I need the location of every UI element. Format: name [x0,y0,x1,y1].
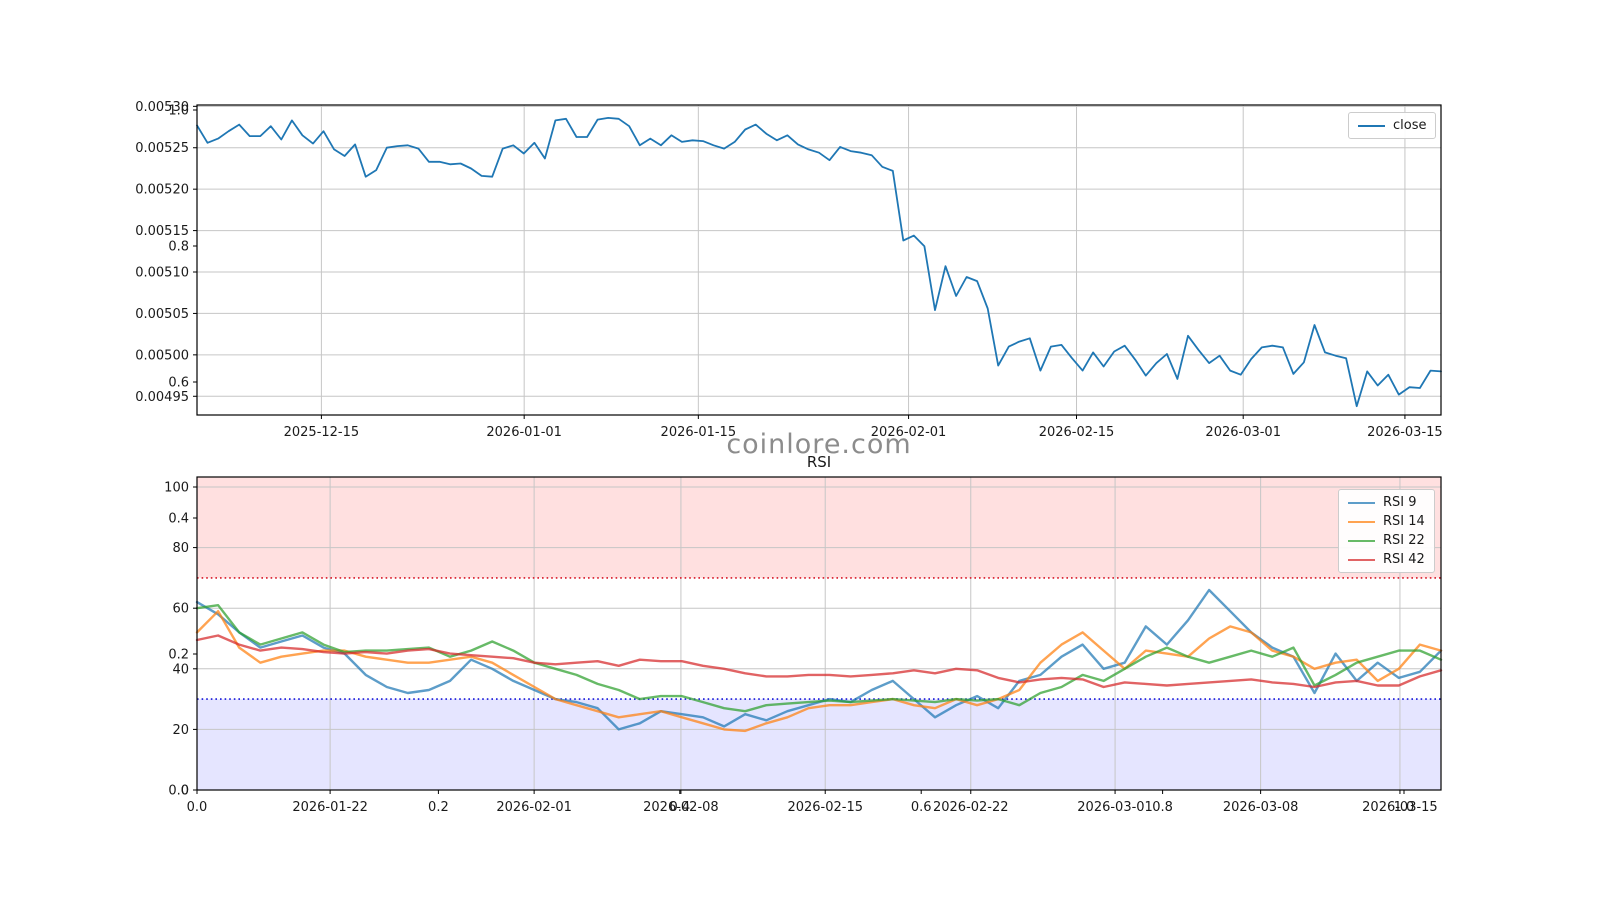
x-tick-label: 2026-03-01 [1205,425,1281,440]
x-tick-label: 2026-01-15 [661,425,737,440]
y-tick-label: 0.00515 [135,224,189,239]
y-tick-label: 0 [181,784,189,799]
overlay-x-tick-label: 1.0 [1394,800,1415,815]
legend-item-rsi42: RSI 42 [1348,552,1425,567]
close-line [196,117,1442,408]
rsi14-line-swatch [1348,520,1375,523]
y-tick-label: 0.00530 [135,100,189,115]
overlay-y-tick-label: 0.0 [168,784,189,799]
overlay-y-tick-label: 1.0 [168,104,189,119]
y-tick-label: 0.00495 [135,390,189,405]
overlay-y-tick-label: 0.6 [168,376,189,391]
rsi-chart-frame [196,476,1442,791]
legend-item-rsi22: RSI 22 [1348,533,1425,548]
rsi9-line-swatch [1348,501,1375,504]
rsi-14-line [195,610,1443,733]
legend-item-rsi9: RSI 9 [1348,495,1425,510]
overlay-x-tick-label: 0.4 [669,800,690,815]
legend-label-rsi42: RSI 42 [1383,552,1425,567]
overlay-x-tick-label: 0.2 [428,800,449,815]
x-tick-label: 2026-02-15 [1039,425,1115,440]
overlay-y-tick-label: 0.8 [168,240,189,255]
y-tick-label: 0.00520 [135,183,189,198]
overlay-y-tick-label: 0.2 [168,648,189,663]
overbought-zone [197,477,1441,578]
x-tick-label: 2026-03-08 [1223,800,1299,815]
y-tick-label: 40 [172,662,189,677]
legend-item-rsi14: RSI 14 [1348,514,1425,529]
legend-label-close: close [1393,118,1427,133]
y-tick-label: 0.00525 [135,141,189,156]
overlay-x-tick-label: 0.8 [1152,800,1173,815]
rsi-22-line [195,604,1443,713]
oversold-zone [197,699,1441,790]
x-tick-label: 2026-03-15 [1367,425,1443,440]
x-tick-label: 2026-01-01 [486,425,562,440]
legend-label-rsi14: RSI 14 [1383,514,1425,529]
y-tick-label: 0.00510 [135,266,189,281]
x-tick-label: 2026-02-22 [933,800,1009,815]
close-line-swatch [1358,124,1385,127]
rsi-legend: RSI 9 RSI 14 RSI 22 RSI 42 [1338,489,1435,573]
y-tick-label: 0.00505 [135,307,189,322]
x-tick-label: 2026-01-22 [292,800,368,815]
price-legend: close [1348,112,1437,139]
legend-item-close: close [1358,118,1426,133]
y-tick-label: 80 [172,541,189,556]
overlay-y-tick-label: 0.4 [168,512,189,527]
y-tick-label: 20 [172,723,189,738]
price-chart-frame [196,104,1442,416]
legend-label-rsi22: RSI 22 [1383,533,1425,548]
legend-label-rsi9: RSI 9 [1383,495,1417,510]
x-tick-label: 2026-03-15 [1362,800,1438,815]
watermark: coinlore.com [726,429,912,460]
rsi-chart-title: RSI [806,453,832,471]
y-tick-label: 60 [172,602,189,617]
x-tick-label: 2026-02-01 [496,800,572,815]
y-tick-label: 0.00500 [135,348,189,363]
x-tick-label: 2026-03-01 [1077,800,1153,815]
overlay-x-tick-label: 0.6 [911,800,932,815]
y-tick-label: 100 [164,480,189,495]
x-tick-label: 2025-12-15 [284,425,360,440]
x-tick-label: 2026-02-15 [787,800,863,815]
rsi42-line-swatch [1348,558,1375,561]
x-tick-label: 2026-02-08 [643,800,719,815]
rsi22-line-swatch [1348,539,1375,542]
rsi-42-line [195,634,1443,689]
overlay-x-tick-label: 0.0 [187,800,208,815]
x-tick-label: 2026-02-01 [871,425,947,440]
